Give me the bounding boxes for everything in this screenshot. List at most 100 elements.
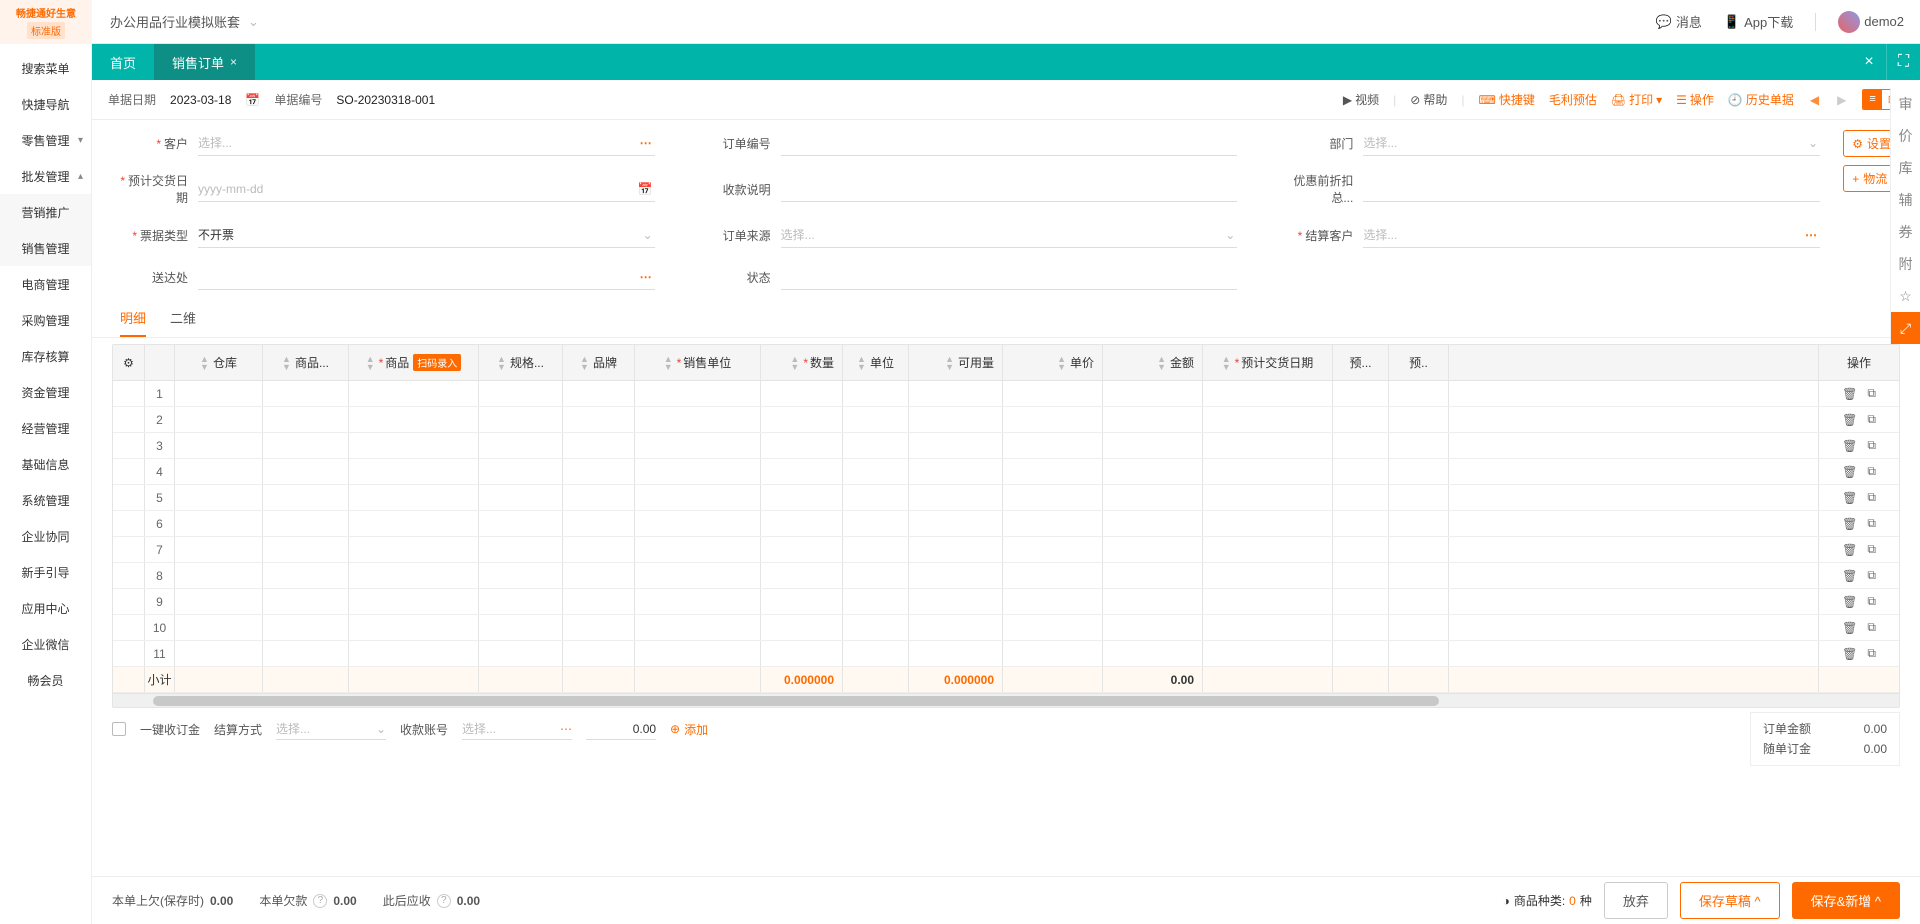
sidebar-item-operation[interactable]: 经营管理 — [0, 410, 91, 446]
col-pre2[interactable]: 预.. — [1389, 345, 1449, 380]
doc-date-value[interactable]: 2023-03-18 — [170, 93, 231, 107]
col-uom[interactable]: ▲▼单位 — [843, 345, 909, 380]
col-price[interactable]: ▲▼单价 — [1003, 345, 1103, 380]
info-icon[interactable]: ? — [437, 894, 451, 908]
rail-item-1[interactable]: 价 — [1891, 120, 1920, 152]
delete-row-icon[interactable]: 🗑 — [1842, 439, 1857, 453]
rail-item-6[interactable]: ☆ — [1891, 280, 1920, 312]
table-row[interactable]: 3🗑⧉ — [113, 433, 1899, 459]
delete-row-icon[interactable]: 🗑 — [1842, 413, 1857, 427]
rail-item-expand[interactable]: ⤢ — [1891, 312, 1920, 344]
grid-settings-button[interactable]: ⚙ — [113, 345, 145, 380]
table-row[interactable]: 11🗑⧉ — [113, 641, 1899, 667]
sidebar-item-inventory[interactable]: 库存核算 — [0, 338, 91, 374]
tab-detail[interactable]: 明细 — [120, 308, 146, 337]
col-qty[interactable]: ▲▼*数量 — [761, 345, 843, 380]
sidebar-item-guide[interactable]: 新手引导 — [0, 554, 91, 590]
video-link[interactable]: ▶ 视频 — [1343, 91, 1379, 108]
info-icon[interactable]: ? — [313, 894, 327, 908]
sidebar-item-wechat[interactable]: 企业微信 — [0, 626, 91, 662]
shortcut-link[interactable]: ⌨ 快捷键 — [1479, 91, 1535, 108]
save-new-button[interactable]: 保存&新增 ^ — [1792, 882, 1900, 919]
tab-2d[interactable]: 二维 — [170, 308, 196, 337]
paydesc-field[interactable] — [781, 176, 1238, 202]
table-row[interactable]: 8🗑⧉ — [113, 563, 1899, 589]
sidebar-item-purchase[interactable]: 采购管理 — [0, 302, 91, 338]
copy-row-icon[interactable]: ⧉ — [1867, 386, 1876, 401]
rail-item-5[interactable]: 附 — [1891, 248, 1920, 280]
copy-row-icon[interactable]: ⧉ — [1867, 620, 1876, 635]
delete-row-icon[interactable]: 🗑 — [1842, 465, 1857, 479]
rail-item-3[interactable]: 辅 — [1891, 184, 1920, 216]
lookup-icon[interactable]: ⋯ — [640, 270, 653, 284]
col-saleunit[interactable]: ▲▼*销售单位 — [635, 345, 761, 380]
table-row[interactable]: 4🗑⧉ — [113, 459, 1899, 485]
delete-row-icon[interactable]: 🗑 — [1842, 647, 1857, 661]
tab-sales-order[interactable]: 销售订单× — [154, 44, 255, 80]
delete-row-icon[interactable]: 🗑 — [1842, 595, 1857, 609]
org-selector[interactable]: 办公用品行业模拟账套 ⌄ — [110, 12, 259, 31]
delete-row-icon[interactable]: 🗑 — [1842, 621, 1857, 635]
payment-amount-field[interactable]: 0.00 — [586, 718, 656, 740]
table-row[interactable]: 1🗑⧉ — [113, 381, 1899, 407]
sidebar-item-wholesale[interactable]: 批发管理▴ — [0, 158, 91, 194]
status-field[interactable] — [781, 264, 1238, 290]
table-row[interactable]: 10🗑⧉ — [113, 615, 1899, 641]
table-row[interactable]: 5🗑⧉ — [113, 485, 1899, 511]
history-link[interactable]: 🕘 历史单据 — [1728, 91, 1794, 108]
account-field[interactable]: 选择...⋯ — [462, 718, 572, 740]
delivdate-field[interactable]: yyyy-mm-dd📅 — [198, 176, 655, 202]
customer-field[interactable]: 选择...⋯ — [198, 130, 655, 156]
invoice-field[interactable]: 不开票⌄ — [198, 222, 655, 248]
delete-row-icon[interactable]: 🗑 — [1842, 491, 1857, 505]
grid-scrollbar[interactable] — [113, 693, 1899, 707]
sidebar-item-ecommerce[interactable]: 电商管理 — [0, 266, 91, 302]
col-pre1[interactable]: 预... — [1333, 345, 1389, 380]
scan-tag[interactable]: 扫码录入 — [413, 354, 461, 371]
sidebar-item-appcenter[interactable]: 应用中心 — [0, 590, 91, 626]
print-link[interactable]: 🖨 打印 ▾ — [1611, 91, 1662, 108]
delete-row-icon[interactable]: 🗑 — [1842, 387, 1857, 401]
messages-link[interactable]: 💬消息 — [1656, 12, 1702, 31]
sidebar-item-marketing[interactable]: 营销推广 — [0, 194, 91, 230]
rail-item-4[interactable]: 券 — [1891, 216, 1920, 248]
table-row[interactable]: 7🗑⧉ — [113, 537, 1899, 563]
copy-row-icon[interactable]: ⧉ — [1867, 542, 1876, 557]
settlecust-field[interactable]: 选择...⋯ — [1363, 222, 1820, 248]
table-row[interactable]: 9🗑⧉ — [113, 589, 1899, 615]
sidebar-item-member[interactable]: 畅会员 — [0, 662, 91, 698]
sidebar-item-search[interactable]: 搜索菜单 — [0, 50, 91, 86]
copy-row-icon[interactable]: ⧉ — [1867, 646, 1876, 661]
table-row[interactable]: 2🗑⧉ — [113, 407, 1899, 433]
copy-row-icon[interactable]: ⧉ — [1867, 412, 1876, 427]
calendar-icon[interactable]: 📅 — [245, 93, 260, 107]
col-spec[interactable]: ▲▼规格... — [479, 345, 563, 380]
tabs-fullscreen-button[interactable]: ⛶ — [1886, 44, 1920, 80]
lookup-icon[interactable]: ⋯ — [1805, 228, 1818, 242]
close-icon[interactable]: × — [230, 55, 237, 69]
help-link[interactable]: ⊘ 帮助 — [1410, 91, 1447, 108]
ops-link[interactable]: ☰ 操作 — [1676, 91, 1714, 108]
col-amount[interactable]: ▲▼金额 — [1103, 345, 1203, 380]
lookup-icon[interactable]: ⋯ — [640, 136, 653, 150]
copy-row-icon[interactable]: ⧉ — [1867, 490, 1876, 505]
sidebar-item-quicknav[interactable]: 快捷导航 — [0, 86, 91, 122]
copy-row-icon[interactable]: ⧉ — [1867, 594, 1876, 609]
shipto-field[interactable]: ⋯ — [198, 264, 655, 290]
copy-row-icon[interactable]: ⧉ — [1867, 438, 1876, 453]
next-doc-button[interactable]: ▶ — [1835, 93, 1848, 107]
sidebar-item-system[interactable]: 系统管理 — [0, 482, 91, 518]
sidebar-item-retail[interactable]: 零售管理▾ — [0, 122, 91, 158]
add-payment-button[interactable]: ⊕添加 — [670, 721, 708, 738]
tab-home[interactable]: 首页 — [92, 44, 154, 80]
table-row[interactable]: 6🗑⧉ — [113, 511, 1899, 537]
sidebar-item-finance[interactable]: 资金管理 — [0, 374, 91, 410]
sidebar-item-basicinfo[interactable]: 基础信息 — [0, 446, 91, 482]
col-delivdate[interactable]: ▲▼*预计交货日期 — [1203, 345, 1333, 380]
col-sku[interactable]: ▲▼商品... — [263, 345, 349, 380]
copy-row-icon[interactable]: ⧉ — [1867, 464, 1876, 479]
delete-row-icon[interactable]: 🗑 — [1842, 569, 1857, 583]
col-avail[interactable]: ▲▼可用量 — [909, 345, 1003, 380]
discard-button[interactable]: 放弃 — [1604, 882, 1668, 919]
onekey-checkbox[interactable] — [112, 722, 126, 736]
